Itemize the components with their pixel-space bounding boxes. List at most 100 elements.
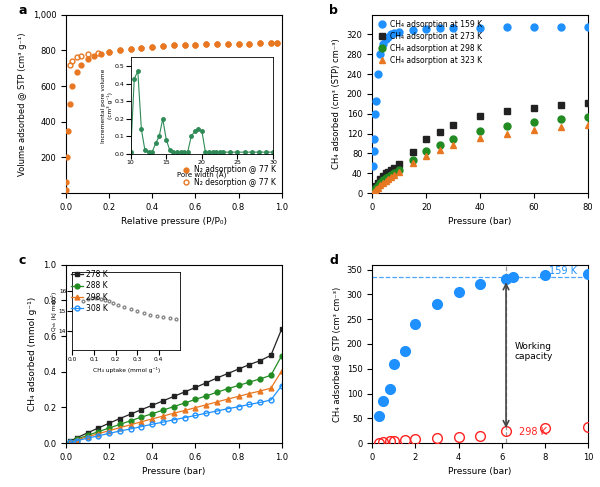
X-axis label: Relative pressure (P/P₀): Relative pressure (P/P₀)	[121, 218, 227, 226]
X-axis label: Pressure (bar): Pressure (bar)	[142, 468, 206, 476]
N₂ adsorption @ 77 K	[192, 42, 199, 48]
CH₄ adsorption at 323 K	[377, 182, 384, 188]
288 K	[246, 379, 253, 385]
288 K	[138, 414, 145, 420]
CH₄ adsorption at 298 K	[584, 114, 592, 120]
CH₄ adsorption at 273 K	[373, 183, 380, 188]
CH₄ adsorption at 298 K	[530, 119, 538, 125]
CH₄ adsorption at 273 K	[436, 129, 443, 135]
CH₄ adsorption at 298 K	[370, 189, 377, 195]
CH₄ adsorption at 273 K	[385, 169, 392, 175]
308 K	[214, 408, 221, 414]
N₂ desorption @ 77 K	[268, 40, 275, 46]
298 K	[138, 419, 145, 425]
298 K	[116, 425, 124, 431]
N₂ desorption @ 77 K	[95, 50, 102, 56]
308 K	[73, 438, 80, 444]
CH₄ adsorption at 323 K	[557, 124, 565, 130]
CH₄ adsorption at 273 K	[379, 173, 386, 179]
CH₄ adsorption at 298 K	[377, 180, 384, 186]
CH₄ adsorption at 323 K	[395, 169, 403, 175]
CH₄ adsorption at 298 K	[388, 172, 395, 178]
308 K	[84, 435, 91, 441]
278 K	[67, 438, 74, 444]
N₂ desorption @ 77 K	[246, 40, 253, 46]
N₂ adsorption @ 77 K	[63, 180, 70, 186]
308 K	[127, 426, 134, 432]
N₂ desorption @ 77 K	[69, 58, 76, 64]
CH₄ adsorption at 273 K	[395, 162, 403, 168]
Text: 159 K: 159 K	[549, 265, 577, 276]
CH₄ adsorption at 298 K	[390, 170, 397, 176]
308 K	[106, 431, 113, 436]
CH₄ adsorption at 298 K	[422, 148, 430, 154]
Text: 298 K: 298 K	[519, 427, 547, 437]
Line: 278 K: 278 K	[68, 326, 284, 444]
CH₄ adsorption at 298 K	[503, 123, 511, 129]
N₂ desorption @ 77 K	[224, 41, 232, 47]
N₂ desorption @ 77 K	[214, 41, 221, 47]
CH₄ adsorption at 323 K	[370, 189, 377, 195]
278 K	[214, 375, 221, 381]
Y-axis label: CH₄ adsorbed @ STP (cm³ cm⁻³): CH₄ adsorbed @ STP (cm³ cm⁻³)	[332, 286, 341, 422]
308 K	[67, 439, 74, 445]
CH₄ adsorption at 159 K	[449, 25, 457, 31]
CH₄ adsorption at 298 K	[374, 183, 381, 189]
CH₄ adsorption at 159 K	[584, 23, 592, 29]
N₂ desorption @ 77 K	[257, 40, 264, 46]
Text: d: d	[329, 254, 338, 267]
288 K	[73, 436, 80, 442]
CH₄ adsorption at 273 K	[374, 180, 381, 186]
Legend: CH₄ adsorption at 159 K, CH₄ adsorption at 273 K, CH₄ adsorption at 298 K, CH₄ a: CH₄ adsorption at 159 K, CH₄ adsorption …	[376, 19, 484, 67]
N₂ desorption @ 77 K	[170, 42, 178, 48]
N₂ adsorption @ 77 K	[77, 62, 85, 68]
288 K	[181, 400, 188, 406]
288 K	[67, 439, 74, 445]
CH₄ adsorption at 273 K	[371, 185, 379, 191]
CH₄ adsorption at 273 K	[422, 136, 430, 142]
CH₄ adsorption at 159 K	[476, 24, 484, 30]
N₂ adsorption @ 77 K	[181, 42, 188, 48]
278 K	[106, 420, 113, 426]
CH₄ adsorption at 323 K	[422, 153, 430, 159]
288 K	[149, 411, 156, 417]
CH₄ adsorption at 298 K	[436, 142, 443, 148]
N₂ adsorption @ 77 K	[257, 40, 264, 46]
CH₄ adsorption at 159 K	[557, 23, 565, 29]
288 K	[257, 376, 264, 382]
N₂ desorption @ 77 K	[84, 51, 91, 57]
N₂ adsorption @ 77 K	[203, 41, 210, 47]
298 K	[95, 431, 102, 437]
278 K	[203, 380, 210, 386]
298 K	[181, 408, 188, 413]
N₂ adsorption @ 77 K	[235, 41, 242, 47]
308 K	[160, 419, 167, 425]
CH₄ adsorption at 159 K	[409, 28, 416, 34]
Legend: 278 K, 288 K, 298 K, 308 K: 278 K, 288 K, 298 K, 308 K	[70, 268, 109, 314]
X-axis label: Pressure (bar): Pressure (bar)	[448, 218, 512, 226]
308 K	[181, 415, 188, 421]
CH₄ adsorption at 323 K	[382, 178, 389, 184]
N₂ desorption @ 77 K	[67, 62, 74, 68]
288 K	[106, 425, 113, 431]
CH₄ adsorption at 323 K	[390, 172, 397, 178]
CH₄ adsorption at 159 K	[395, 29, 403, 35]
CH₄ adsorption at 298 K	[379, 177, 386, 183]
CH₄ adsorption at 298 K	[385, 174, 392, 180]
CH₄ adsorption at 323 K	[503, 131, 511, 136]
298 K	[106, 428, 113, 433]
288 K	[170, 404, 178, 410]
N₂ adsorption @ 77 K	[84, 56, 91, 62]
278 K	[138, 407, 145, 412]
N₂ desorption @ 77 K	[77, 53, 85, 58]
Line: CH₄ adsorption at 298 K: CH₄ adsorption at 298 K	[370, 114, 592, 196]
N₂ adsorption @ 77 K	[97, 51, 104, 57]
Y-axis label: CH₄ adsorbed (cm³ (STP) cm⁻³): CH₄ adsorbed (cm³ (STP) cm⁻³)	[332, 38, 341, 169]
308 K	[149, 421, 156, 427]
Legend: N₂ adsorption @ 77 K, N₂ desorption @ 77 K: N₂ adsorption @ 77 K, N₂ desorption @ 77…	[179, 163, 278, 189]
N₂ adsorption @ 77 K	[116, 47, 124, 53]
CH₄ adsorption at 323 K	[449, 142, 457, 148]
CH₄ adsorption at 323 K	[373, 187, 380, 192]
298 K	[67, 439, 74, 445]
Line: N₂ adsorption @ 77 K: N₂ adsorption @ 77 K	[64, 40, 280, 192]
